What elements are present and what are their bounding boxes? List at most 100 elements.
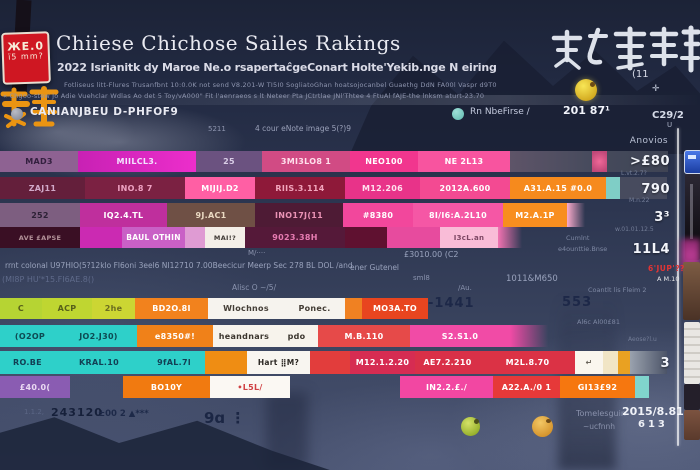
footer-left-number: 243120 (51, 406, 103, 419)
orange-fruit-icon (532, 416, 553, 437)
bar-segment: ZAJ11 (0, 177, 85, 199)
bar-segment: 9fAL.7l (143, 351, 205, 374)
bar-segment: e8350#! (137, 325, 213, 347)
legend-dot-gray-icon (11, 108, 23, 120)
bar-segment: INO17J(11 (255, 203, 343, 227)
bar-segment: NEO100 (350, 151, 418, 172)
bar-segment: 9J.AC1 (167, 203, 255, 227)
bar-segment: MO3A.TO (362, 298, 428, 319)
subheader-note: 4 cour eNote image 5(?)9 (255, 124, 351, 133)
bg-text: sml8 (413, 274, 430, 282)
legend-right-label: Rn NbeFirse / (470, 107, 530, 117)
yellow-dot-icon (575, 79, 597, 101)
bar-segment: £40.0( (0, 376, 70, 398)
legend-dot-teal-icon (452, 108, 464, 120)
footer-right-date: 2015/8.81 (622, 405, 684, 418)
bar-segment: MAI!? (205, 227, 245, 248)
bar-segment: 252 (0, 203, 80, 227)
legend-left-label: CANIANJBEU D-PHFOF9 (30, 106, 179, 118)
bg-text: L.vt.2.7? (621, 170, 647, 177)
page-subtitle: 2022 Isrianitk dy Maroe Ne.o rsapertaĉge… (57, 61, 497, 74)
bar-segment (498, 227, 522, 248)
bar-segment: C (0, 298, 42, 319)
thumbnail-brown-photo (683, 262, 700, 320)
bar-segment (606, 177, 620, 199)
bar-segment (592, 151, 607, 172)
bg-text: rrnt colonal U97HIO(5?12klo Fl6oni 3eel6… (5, 261, 353, 270)
bar-segment: heandnars (213, 325, 275, 347)
bar-row-6: (O2OP JO2.J30) e8350#! heandnars pdo M.B.110 S… (0, 325, 700, 347)
bg-text: 1011&M650 (506, 274, 558, 284)
bar-segment (510, 325, 548, 347)
bg-text: M.n.22 (629, 197, 650, 204)
thumbnail-blue-icon (684, 150, 700, 174)
bar-segment: pdo (275, 325, 318, 347)
bar-segment: 2012A.600 (420, 177, 510, 199)
bar-segment: BD2O.8I (135, 298, 208, 319)
bar-row-1: MAD3 MIILCL3. 25 3MI3LO8 1 NEO100 NE 2L13 (0, 151, 700, 172)
bar-segment: Ponec. (284, 298, 345, 319)
row-value: 3 (660, 356, 670, 371)
bar-segment: M12.206 (345, 177, 420, 199)
plus-mark-icon: ✛ (652, 84, 660, 94)
bg-text: Coantlt lis Fleim 2 (588, 286, 647, 294)
bar-segment: 3MI3LO8 1 (262, 151, 350, 172)
bar-segment (345, 298, 362, 319)
bar-segment (603, 351, 618, 374)
bar-segment: MIILCL3. (78, 151, 196, 172)
bar-segment (620, 177, 667, 199)
bg-text: w.01.01.12.5 (615, 226, 654, 233)
corner-submark: (11 (632, 69, 649, 80)
bg-text: Alisc O ~/5/ (232, 283, 277, 292)
bar-row-7: RO.BE KRAL.10 9fAL.7l Hart ⣿M? M12.1.2.20 AE7… (0, 351, 700, 374)
bar-segment (80, 227, 122, 248)
page-title: Chiiese Chichose Sailes Rakings (56, 31, 401, 55)
bar-segment (185, 227, 205, 248)
bar-segment: ACP (42, 298, 92, 319)
bar-segment: Hart ⣿M? (247, 351, 310, 374)
bar-segment (567, 203, 585, 227)
bar-segment (387, 227, 440, 248)
bar-segment: 25 (196, 151, 262, 172)
bar-segment (618, 351, 630, 374)
bar-segment: I3cL.an (440, 227, 498, 248)
corner-code-sub: U (667, 121, 673, 129)
value-column-label: Anovios (629, 136, 668, 146)
footer-center-glyph: 9ɑ ⋮ (204, 409, 246, 427)
vertical-divider-line (677, 128, 679, 446)
bar-segment: Wlochnos (208, 298, 284, 319)
bg-text: £3010.00 (C2 (404, 250, 459, 259)
thumbnail-product-photo (685, 174, 700, 260)
bar-row-4: AVE £APSE BAUL OTHIN MAI!? 9023.38H I3cL.an (0, 227, 700, 248)
bar-segment: 9023.38H (245, 227, 345, 248)
bg-text: M/···· (248, 249, 266, 257)
thumbnail-brown (684, 410, 700, 440)
bg-text: (MI8P HU'*15.FI6AE.8() (2, 275, 95, 284)
bar-row-5: C ACP 2he BD2O.8I Wlochnos Ponec. MO3A.TO (0, 298, 700, 319)
bar-segment: M2L.8.70 (480, 351, 575, 374)
bg-text: /Au. (458, 284, 472, 292)
bar-segment: BO10Y (123, 376, 210, 398)
bar-segment: #8380 (343, 203, 413, 227)
bar-segment: A22.A./0 1 (493, 376, 560, 398)
corner-code: C29/2 (652, 110, 684, 121)
bar-segment (345, 227, 387, 248)
bar-segment: RIIS.3.114 (255, 177, 345, 199)
footer-right-label: Tomelesguin (576, 409, 626, 418)
thumbnail-red-caption: 6'JUP'?? (648, 264, 685, 273)
bar-segment (630, 351, 667, 374)
green-fruit-icon (461, 417, 480, 436)
caption-line-1: Fotliseus litt-Flures Trusanfbnt 10:0.0K… (64, 81, 497, 89)
bar-segment: •L5L/ (210, 376, 290, 398)
bar-segment: MIJIJ.D2 (185, 177, 255, 199)
bar-row-8: £40.0(BO10Y •L5L/IN2.2.£./A22.A./0 1 GI13£… (0, 376, 700, 398)
row-value: >£80 (629, 154, 670, 169)
light-streak (0, 95, 700, 105)
bar-row-3: 252 IQ2.4.TL 9J.AC1 INO17J(11 #8380 8I/I6:A.2… (0, 203, 700, 227)
bg-text: ener Gutenel (350, 263, 400, 272)
footer-faint-text: 1.1.2, (24, 408, 45, 416)
bar-row-2: ZAJ11 INO.8 7 MIJIJ.D2 RIIS.3.114 M12.206 201… (0, 177, 700, 199)
